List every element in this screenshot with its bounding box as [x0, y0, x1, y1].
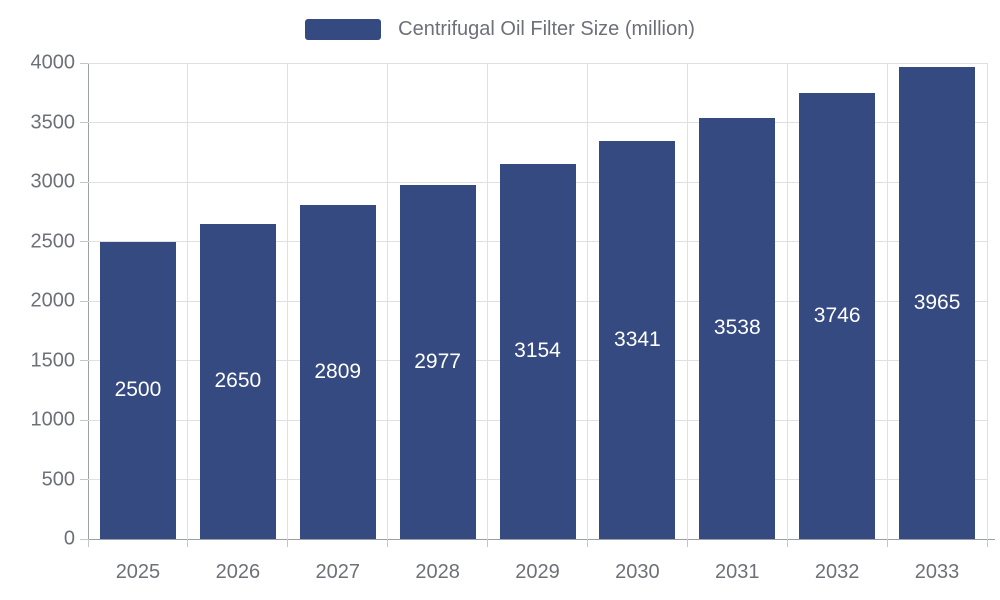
y-axis-tick — [80, 241, 88, 242]
bar-value-label: 2809 — [314, 359, 362, 383]
bar-value-label: 3154 — [514, 339, 561, 363]
y-axis-tick — [80, 479, 88, 480]
legend-item[interactable]: Centrifugal Oil Filter Size (million) — [305, 19, 695, 40]
y-axis-tick — [80, 122, 88, 123]
bar-2025[interactable]: 2500 — [99, 241, 176, 539]
y-axis-label: 3500 — [30, 111, 76, 133]
bar-value-label: 2500 — [114, 378, 162, 402]
y-axis-label: 2500 — [30, 230, 76, 252]
x-axis-tick — [387, 539, 389, 547]
y-axis-tick — [80, 300, 88, 302]
bar-2028[interactable]: 2977 — [399, 184, 476, 539]
plot-area: 0 500 1000 1500 2000 2500 3000 3500 4000 2500 2025… — [31, 52, 995, 583]
legend: Centrifugal Oil Filter Size (million) — [0, 19, 1000, 40]
bar-2030[interactable]: 3341 — [599, 141, 676, 539]
bar-value-label: 3965 — [913, 291, 961, 315]
x-axis-label: 2028 — [415, 561, 460, 583]
x-axis-tick — [87, 539, 89, 547]
x-axis-line — [80, 539, 995, 540]
y-axis-tick — [80, 181, 88, 183]
x-axis-tick — [287, 539, 289, 547]
x-axis-tick — [586, 539, 588, 547]
x-gridline — [187, 63, 189, 539]
x-gridline — [686, 63, 688, 539]
y-axis-label: 1000 — [30, 408, 76, 431]
y-axis-label: 1500 — [30, 349, 76, 371]
x-axis-label: 2027 — [315, 561, 360, 583]
legend-label: Centrifugal Oil Filter Size (million) — [398, 18, 695, 40]
x-axis-label: 2031 — [715, 561, 760, 583]
x-gridline — [387, 63, 389, 539]
bar-2033[interactable]: 3965 — [899, 67, 976, 539]
y-axis-tick — [80, 538, 88, 540]
x-axis-label: 2026 — [215, 561, 261, 583]
x-axis-tick — [187, 539, 189, 547]
x-axis-tick — [686, 539, 688, 547]
x-gridline — [287, 63, 289, 539]
x-gridline — [586, 63, 588, 539]
bar-2029[interactable]: 3154 — [499, 163, 576, 539]
y-axis-tick — [80, 419, 88, 421]
x-axis-label: 2030 — [615, 561, 660, 583]
y-axis-label: 3000 — [30, 170, 76, 193]
y-axis-label: 500 — [41, 468, 75, 490]
bar-value-label: 3341 — [614, 328, 661, 352]
x-axis-label: 2032 — [814, 561, 860, 583]
x-gridline — [487, 63, 489, 539]
y-axis-label: 4000 — [30, 51, 76, 74]
y-axis-label: 0 — [63, 527, 75, 550]
y-axis-label: 2000 — [30, 289, 76, 312]
bar-2032[interactable]: 3746 — [799, 93, 876, 539]
bar-2026[interactable]: 2650 — [199, 223, 276, 539]
x-gridline — [886, 63, 888, 539]
x-axis-tick — [786, 539, 788, 547]
bar-2027[interactable]: 2809 — [299, 204, 376, 539]
y-axis-tick — [80, 62, 88, 64]
y-gridline — [88, 62, 987, 64]
bar-value-label: 3538 — [713, 316, 761, 340]
bar-2031[interactable]: 3538 — [699, 117, 776, 539]
x-axis-label: 2033 — [914, 561, 960, 583]
x-gridline — [986, 63, 988, 539]
x-axis-tick — [986, 539, 988, 547]
x-gridline — [786, 63, 788, 539]
x-axis-tick — [487, 539, 489, 547]
bar-value-label: 2977 — [414, 349, 461, 373]
bar-value-label: 2650 — [214, 369, 262, 393]
x-axis-label: 2025 — [115, 561, 161, 583]
x-axis-tick — [886, 539, 888, 547]
y-axis-tick — [80, 360, 88, 361]
legend-swatch-icon — [305, 19, 382, 40]
x-axis-label: 2029 — [515, 561, 560, 583]
bar-value-label: 3746 — [813, 304, 861, 328]
y-gridline — [88, 122, 987, 123]
